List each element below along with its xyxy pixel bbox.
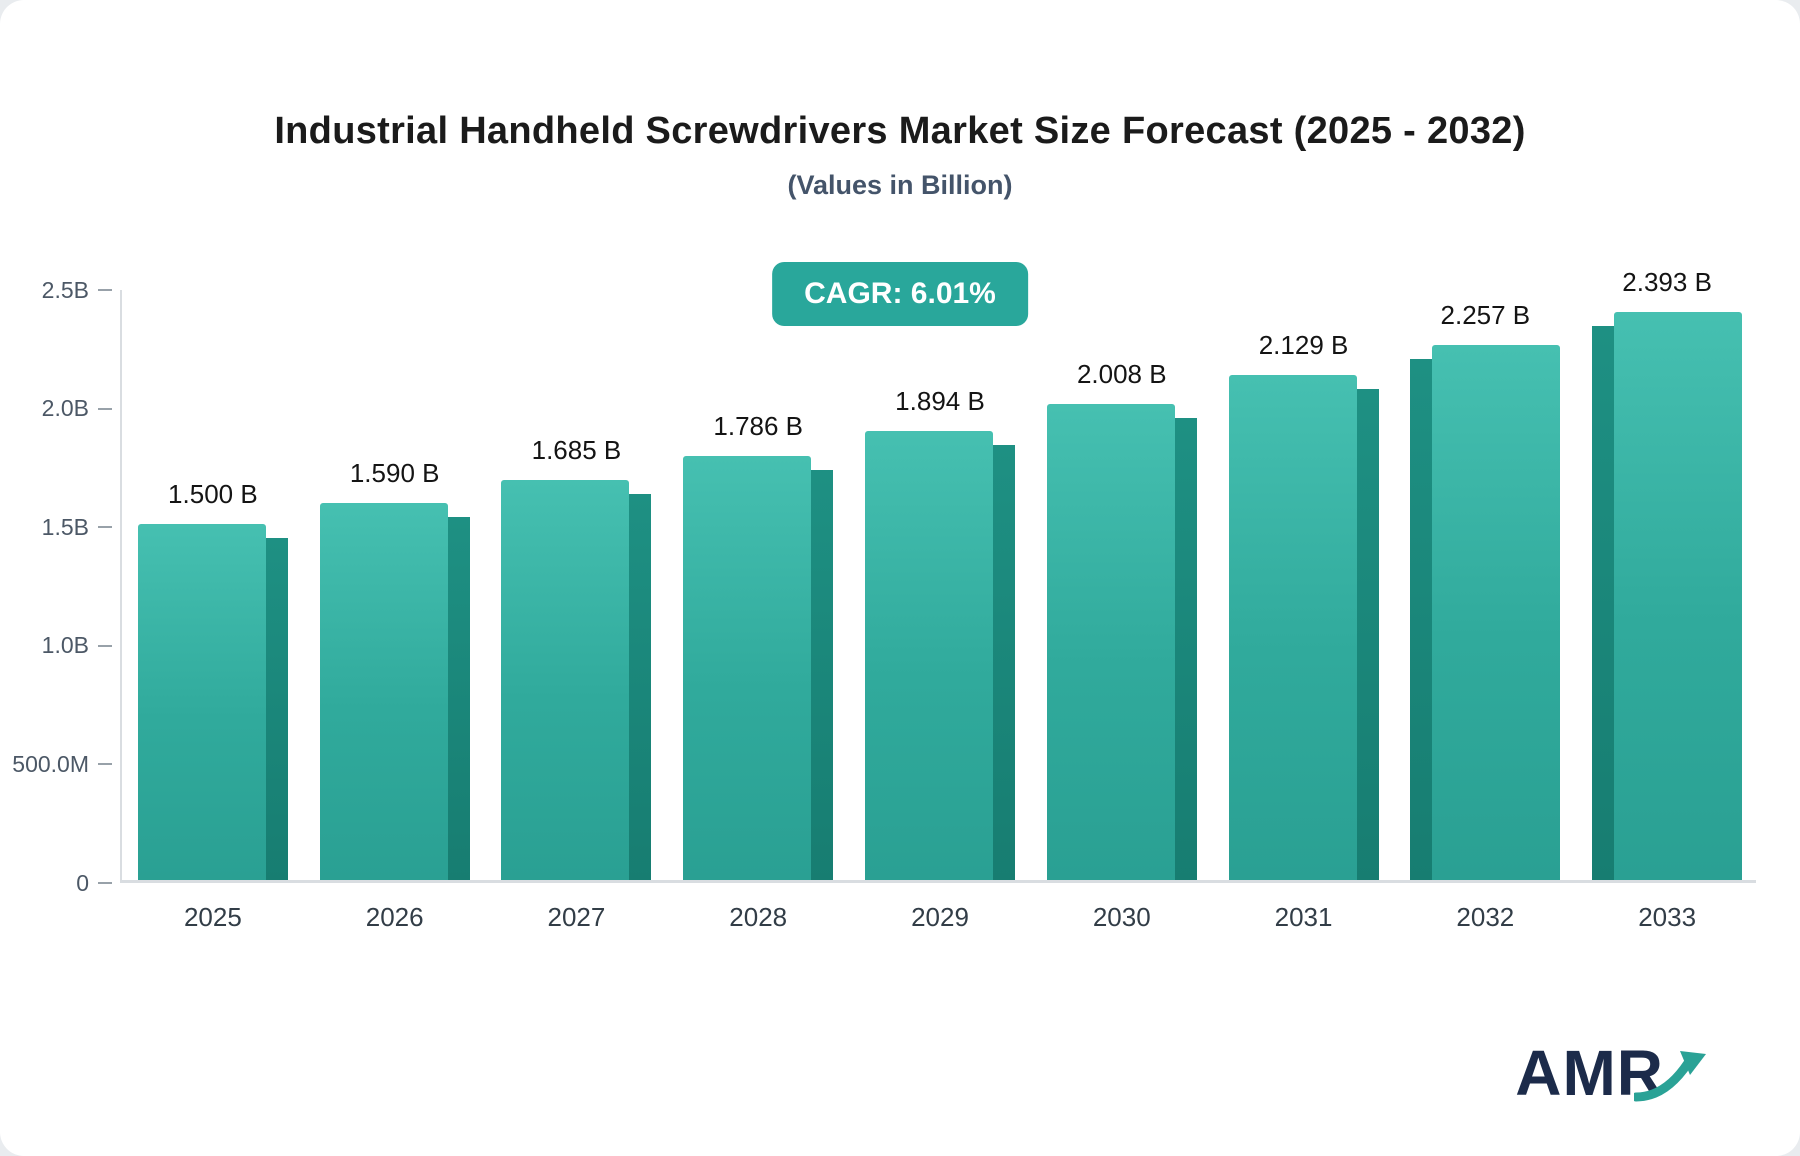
x-axis-label: 2033 (1638, 902, 1697, 932)
y-axis-label: 0 (76, 869, 89, 896)
bar-face (1228, 375, 1357, 880)
y-axis-tick-row: 500.0M (0, 750, 112, 778)
bar-face (1432, 344, 1561, 880)
bar (1592, 312, 1743, 880)
logo-growth-arrow-icon (1634, 1051, 1706, 1102)
bar-value-label: 2.129 B (1258, 330, 1349, 361)
bar (1046, 403, 1197, 880)
bar-side-shadow (629, 494, 652, 880)
x-axis-label: 2029 (911, 902, 969, 932)
x-axis-label: 2027 (547, 902, 606, 932)
bar-value-label: 2.257 B (1440, 299, 1531, 330)
bar-face (865, 430, 993, 880)
bar-face (319, 502, 448, 880)
bar (1228, 375, 1379, 880)
y-axis-label: 500.0M (12, 750, 89, 777)
bar (501, 480, 652, 880)
y-axis-tick-mark (98, 763, 112, 766)
bar (137, 524, 288, 880)
bar-side-shadow (265, 538, 288, 880)
x-axis-label: 2028 (729, 902, 788, 932)
amr-logo: AMR (1515, 1036, 1708, 1110)
bar-value-label: 2.393 B (1622, 267, 1712, 298)
chart: 1.500 B 2025 1.590 B 2026 1.685 B 2027 1.786 B… (0, 267, 1800, 1010)
bar-side-shadow (1356, 389, 1379, 880)
cagr-badge: CAGR: 6.01% (772, 262, 1028, 326)
bar-side-shadow (811, 470, 834, 880)
bar-side-shadow (1174, 417, 1197, 880)
x-axis-label: 2026 (365, 902, 424, 932)
y-axis-tick-row: 0 (0, 869, 112, 897)
bar-face (137, 524, 266, 880)
y-axis-tick-row: 2.0B (0, 395, 112, 423)
bar-value-label: 1.894 B (895, 385, 985, 416)
chart-subtitle: (Values in Billion) (787, 170, 1013, 200)
bar-value-label: 1.786 B (713, 411, 804, 442)
bar-side-shadow (447, 516, 470, 880)
bar-side-shadow (1410, 358, 1433, 880)
y-axis-tick-row: 1.5B (0, 513, 112, 541)
y-axis-tick-mark (98, 289, 112, 291)
x-axis-label: 2031 (1274, 902, 1333, 932)
y-axis-tick-row: 1.0B (0, 632, 112, 660)
bar (683, 456, 834, 880)
bar-face (1046, 403, 1175, 880)
bar-face (1614, 312, 1743, 880)
x-axis-label: 2025 (183, 902, 242, 932)
y-axis-tick-mark (98, 882, 112, 884)
bar-value-label: 1.685 B (531, 435, 622, 466)
y-axis-tick-mark (98, 526, 112, 529)
bar (1410, 344, 1561, 880)
bar-face (501, 480, 630, 880)
chart-title: Industrial Handheld Screwdrivers Market … (274, 110, 1526, 152)
bar-value-label: 1.590 B (349, 457, 440, 488)
y-axis-tick-mark (98, 407, 112, 410)
y-axis-label: 2.0B (41, 395, 89, 422)
y-axis-tick-row: 2.5B (0, 276, 112, 304)
y-axis-label: 2.5B (41, 276, 89, 303)
y-axis-label: 1.5B (41, 513, 89, 540)
bar-side-shadow (1592, 326, 1615, 880)
bar-value-label: 2.008 B (1076, 358, 1167, 389)
bar (319, 502, 470, 880)
y-axis-tick-mark (98, 644, 112, 647)
y-axis-label: 1.0B (41, 632, 89, 659)
bar-side-shadow (993, 444, 1015, 880)
x-axis-label: 2030 (1092, 902, 1151, 932)
plot-area: 1.500 B 2025 1.590 B 2026 1.685 B 2027 1.786 B… (120, 267, 1756, 932)
bar-value-label: 1.500 B (168, 479, 258, 510)
bar-face (683, 456, 812, 880)
x-axis-label: 2032 (1456, 902, 1515, 932)
bar (865, 430, 1015, 880)
